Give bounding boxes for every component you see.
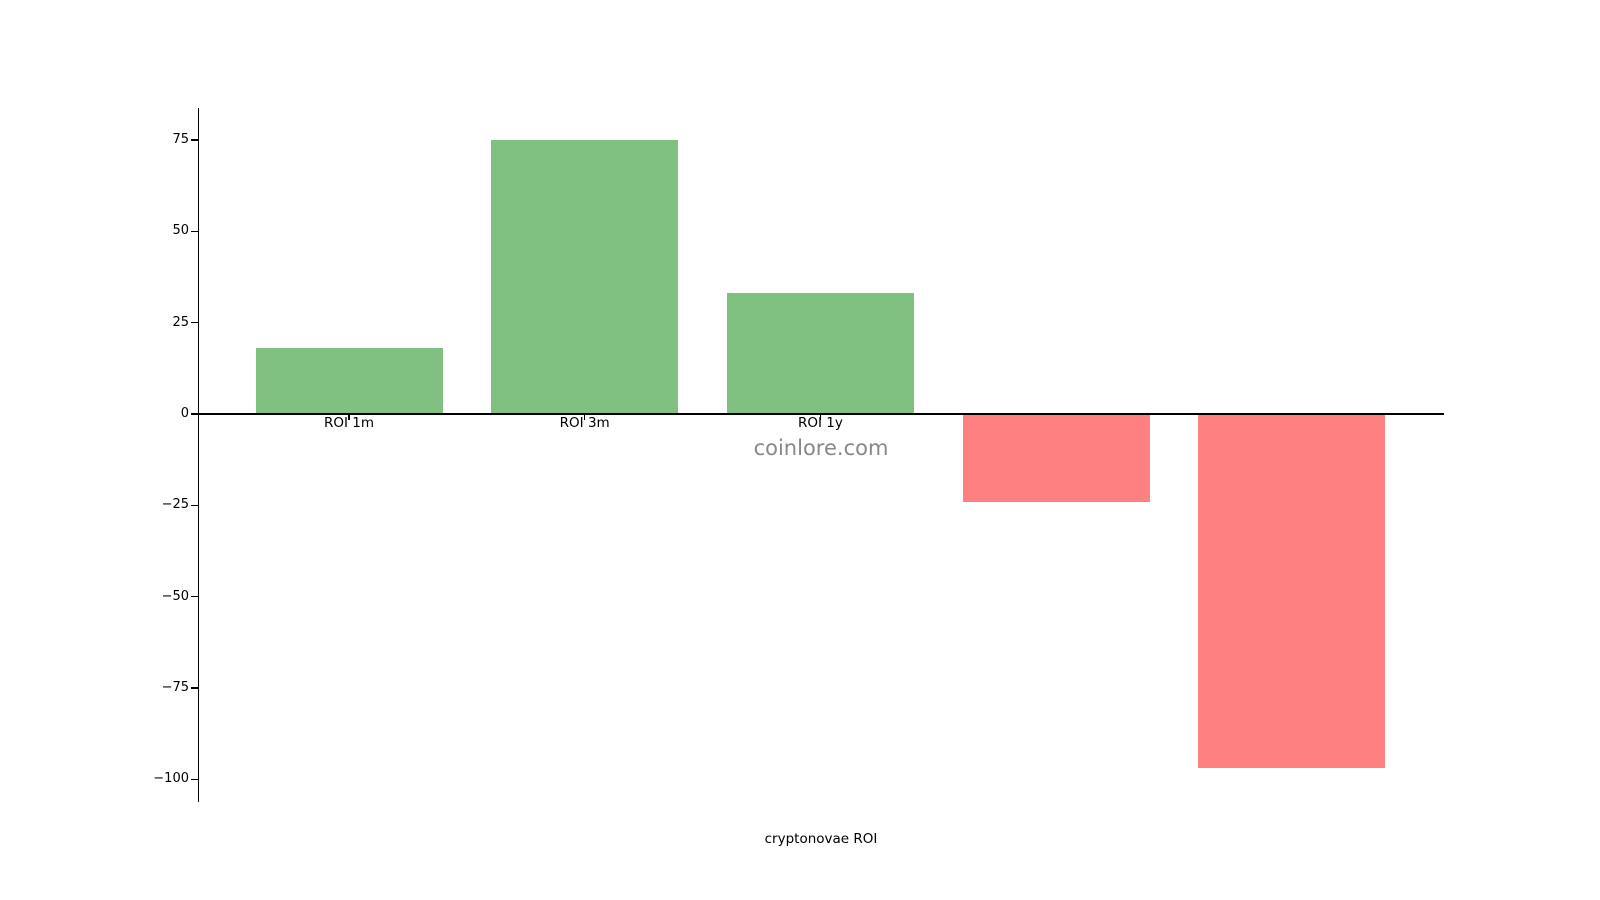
x-axis-title: cryptonovae ROI — [764, 831, 878, 847]
y-tick-mark — [190, 413, 198, 415]
y-tick-label: −75 — [161, 679, 189, 695]
bar-1 — [255, 348, 443, 414]
x-category-label: ROI 1y — [797, 414, 843, 431]
y-tick-mark — [190, 778, 198, 781]
y-tick-label: 75 — [172, 132, 189, 148]
y-tick-label: −25 — [161, 497, 189, 513]
y-tick-mark — [190, 687, 198, 689]
y-tick-mark — [190, 595, 198, 598]
x-tick-mark — [819, 414, 822, 420]
y-tick-mark — [190, 230, 198, 233]
bar-3 — [726, 293, 914, 414]
y-tick-label: 0 — [180, 406, 189, 421]
y-tick-mark — [190, 321, 198, 324]
bar-5 — [1198, 414, 1386, 769]
x-tick-mark — [583, 414, 586, 420]
y-tick-mark — [190, 139, 198, 141]
x-axis-zero-line — [197, 413, 1444, 415]
y-tick-label: 25 — [172, 314, 189, 330]
y-tick-label: −100 — [153, 771, 189, 787]
y-tick-mark — [190, 504, 198, 507]
bar-2 — [491, 140, 679, 414]
bar-4 — [962, 414, 1150, 502]
x-category-label: ROI 1m — [323, 414, 375, 431]
y-tick-label: 50 — [172, 223, 189, 239]
x-tick-mark — [348, 414, 350, 420]
watermark-text: coinlore.com — [753, 436, 889, 460]
y-axis-spine — [197, 108, 200, 802]
y-tick-label: −50 — [161, 588, 189, 604]
x-category-label: ROI 3m — [559, 414, 610, 431]
